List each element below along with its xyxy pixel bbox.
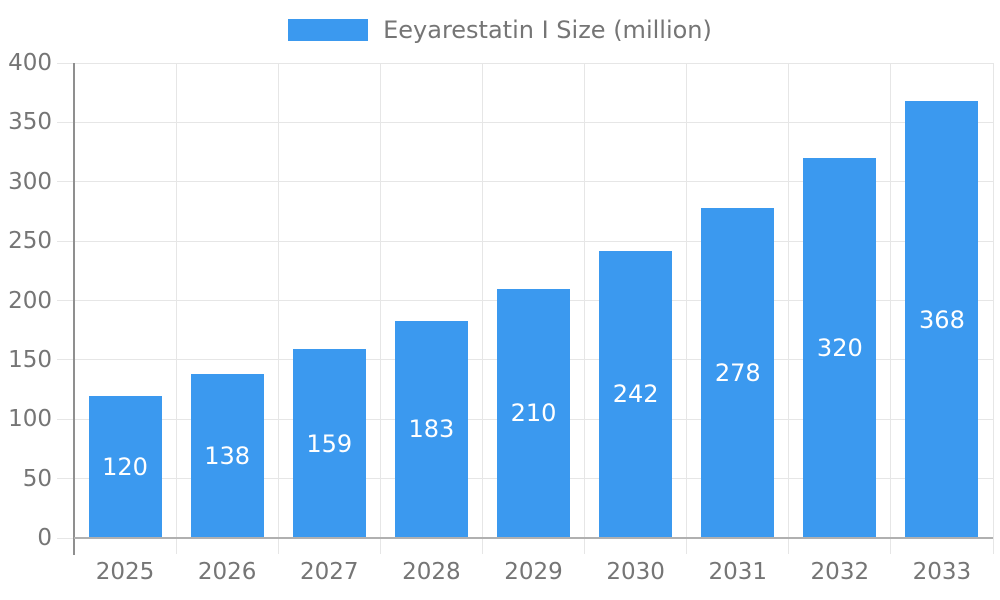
x-axis-tick-label: 2029 bbox=[504, 559, 563, 585]
x-axis-tick-label: 2031 bbox=[708, 559, 767, 585]
x-axis-tick-label: 2026 bbox=[197, 559, 257, 585]
bar-2029: 210 bbox=[497, 288, 570, 538]
x-axis-baseline bbox=[74, 537, 993, 539]
bar-2027: 159 bbox=[292, 349, 366, 538]
bar-2033: 368 bbox=[905, 101, 979, 538]
x-gridline bbox=[788, 63, 790, 554]
y-axis-line bbox=[73, 63, 75, 555]
y-axis-tick-label: 0 bbox=[37, 525, 52, 551]
bar-2032: 320 bbox=[803, 158, 877, 538]
x-gridline bbox=[481, 63, 483, 554]
bar-value-label: 278 bbox=[714, 358, 761, 387]
bar-value-label: 183 bbox=[408, 415, 455, 444]
x-axis-tick-label: 2032 bbox=[810, 559, 870, 585]
bar-2026: 138 bbox=[190, 374, 264, 538]
x-axis-tick-label: 2025 bbox=[95, 559, 155, 585]
y-axis-tick-label: 150 bbox=[8, 346, 52, 373]
y-gridline bbox=[57, 240, 993, 242]
y-axis-tick-label: 50 bbox=[22, 465, 52, 492]
x-axis-tick-label: 2027 bbox=[299, 559, 359, 585]
y-axis-tick-label: 400 bbox=[8, 50, 52, 76]
bar-value-label: 320 bbox=[816, 334, 863, 362]
bar-value-label: 210 bbox=[510, 399, 557, 428]
chart-legend: Eeyarestatin I Size (million) bbox=[0, 16, 1000, 44]
bar-value-label: 242 bbox=[612, 380, 659, 409]
y-axis-tick-label: 250 bbox=[8, 228, 52, 255]
y-gridline bbox=[57, 62, 993, 64]
bar-2028: 183 bbox=[394, 320, 468, 538]
x-gridline bbox=[584, 63, 586, 554]
x-axis-tick-label: 2028 bbox=[402, 559, 461, 585]
x-gridline bbox=[277, 63, 279, 554]
x-gridline bbox=[992, 63, 994, 554]
bar-2030: 242 bbox=[599, 250, 673, 538]
bar-value-label: 138 bbox=[204, 442, 251, 471]
legend-label: Eeyarestatin I Size (million) bbox=[383, 16, 712, 44]
y-axis-tick-label: 200 bbox=[8, 287, 52, 314]
y-axis-tick-label: 300 bbox=[8, 168, 52, 195]
x-axis-tick-label: 2030 bbox=[606, 559, 665, 585]
bar-value-label: 368 bbox=[919, 305, 965, 334]
y-axis-tick-label: 100 bbox=[8, 406, 52, 433]
legend-swatch bbox=[288, 19, 369, 41]
bar-value-label: 120 bbox=[102, 452, 148, 481]
bar-2025: 120 bbox=[88, 395, 162, 538]
y-gridline bbox=[57, 181, 993, 183]
x-gridline bbox=[175, 63, 177, 554]
bar-2031: 278 bbox=[701, 207, 775, 538]
x-gridline bbox=[686, 63, 688, 554]
y-axis-tick-label: 350 bbox=[8, 109, 52, 136]
x-gridline bbox=[890, 63, 892, 554]
x-axis-tick-label: 2033 bbox=[912, 559, 972, 585]
bar-value-label: 159 bbox=[306, 429, 353, 458]
x-gridline bbox=[379, 63, 381, 554]
y-gridline bbox=[57, 121, 993, 123]
